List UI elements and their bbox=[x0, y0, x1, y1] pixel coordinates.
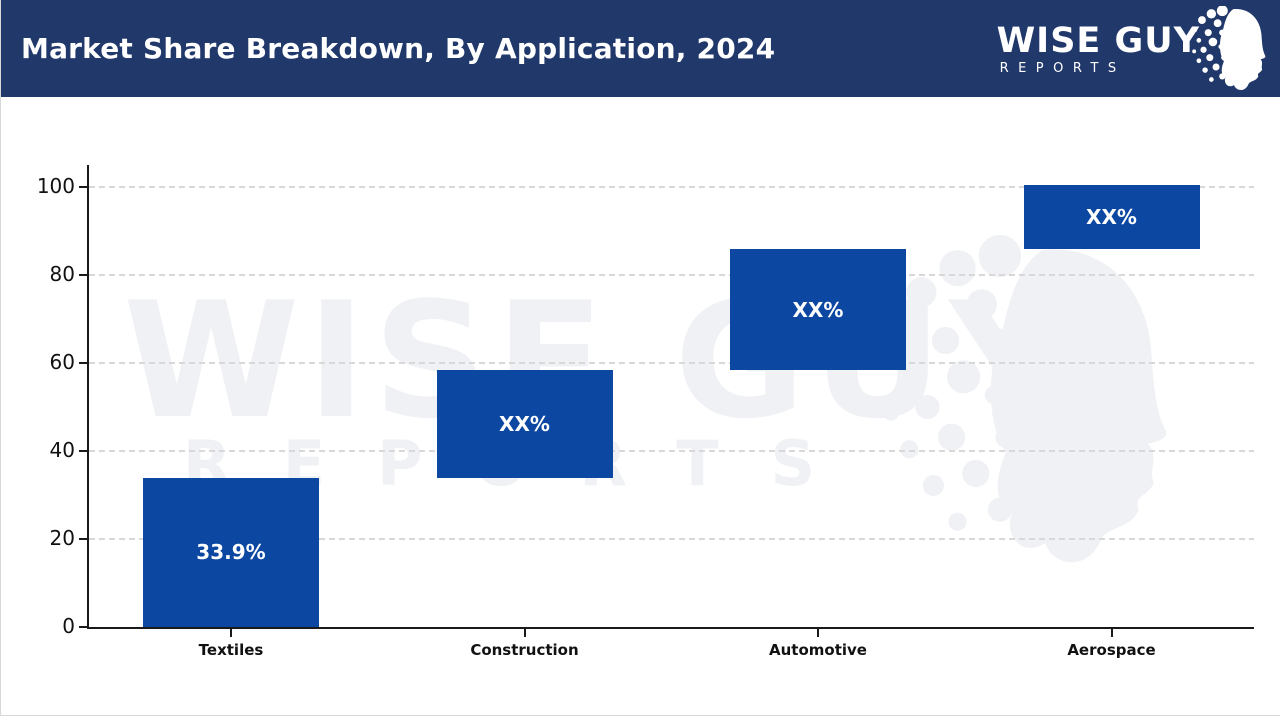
header-bar: Market Share Breakdown, By Application, … bbox=[1, 0, 1280, 97]
logo-text: WISE GUY REPORTS bbox=[997, 22, 1200, 77]
y-tick-label: 40 bbox=[49, 438, 75, 462]
y-gridline-60 bbox=[89, 362, 1254, 364]
x-tick-automotive bbox=[817, 629, 819, 637]
bar-value-label: XX% bbox=[792, 297, 844, 322]
x-axis-line bbox=[87, 627, 1254, 629]
y-tick-100 bbox=[79, 186, 87, 188]
y-tick-label: 0 bbox=[62, 614, 75, 638]
page-title: Market Share Breakdown, By Application, … bbox=[21, 32, 776, 65]
y-gridline-40 bbox=[89, 450, 1254, 452]
y-tick-40 bbox=[79, 450, 87, 452]
bar-value-label: 33.9% bbox=[196, 540, 266, 565]
y-tick-label: 100 bbox=[36, 174, 75, 198]
y-tick-label: 60 bbox=[49, 350, 75, 374]
x-tick-aerospace bbox=[1110, 629, 1113, 637]
y-gridline-20 bbox=[89, 538, 1254, 540]
bar-aerospace[interactable]: XX% bbox=[1023, 184, 1200, 250]
x-tick-textiles bbox=[230, 629, 232, 637]
bar-construction[interactable]: XX% bbox=[436, 370, 613, 478]
y-tick-label: 80 bbox=[49, 262, 75, 286]
y-tick-label: 20 bbox=[49, 526, 75, 550]
y-gridline-80 bbox=[89, 274, 1254, 276]
x-tick-label-aerospace: Aerospace bbox=[1067, 641, 1156, 659]
y-gridline-100 bbox=[89, 186, 1254, 188]
x-tick-construction bbox=[523, 629, 526, 637]
x-tick-label-construction: Construction bbox=[470, 641, 579, 659]
plot-area: WISE GUY REPORTS 02040608010033.9%Textil… bbox=[1, 97, 1280, 715]
bar-value-label: XX% bbox=[1086, 205, 1137, 230]
bar-value-label: XX% bbox=[499, 411, 550, 436]
bar-automotive[interactable]: XX% bbox=[730, 249, 906, 371]
x-tick-label-automotive: Automotive bbox=[769, 641, 867, 659]
logo-wordmark: WISE GUY bbox=[996, 20, 1200, 61]
y-tick-0 bbox=[79, 626, 87, 628]
y-axis-line bbox=[87, 165, 89, 629]
logo-subtext: REPORTS bbox=[999, 61, 1126, 77]
watermark-face bbox=[879, 234, 1167, 563]
logo: WISE GUY REPORTS bbox=[997, 6, 1270, 92]
x-tick-label-textiles: Textiles bbox=[198, 641, 264, 659]
bar-textiles[interactable]: 33.9% bbox=[143, 477, 319, 627]
y-tick-60 bbox=[79, 362, 87, 364]
y-tick-80 bbox=[79, 274, 87, 276]
y-tick-20 bbox=[79, 538, 87, 540]
logo-face-icon bbox=[1191, 6, 1266, 90]
